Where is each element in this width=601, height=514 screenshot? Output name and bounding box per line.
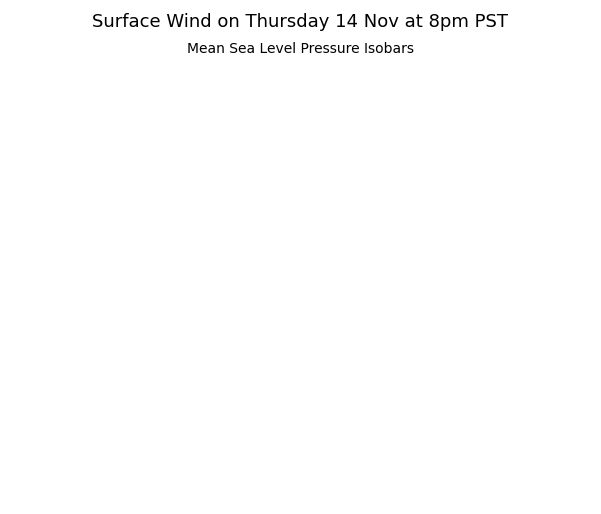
Text: Surface Wind on Thursday 14 Nov at 8pm PST: Surface Wind on Thursday 14 Nov at 8pm P…	[93, 12, 508, 31]
Text: Mean Sea Level Pressure Isobars: Mean Sea Level Pressure Isobars	[187, 42, 414, 57]
